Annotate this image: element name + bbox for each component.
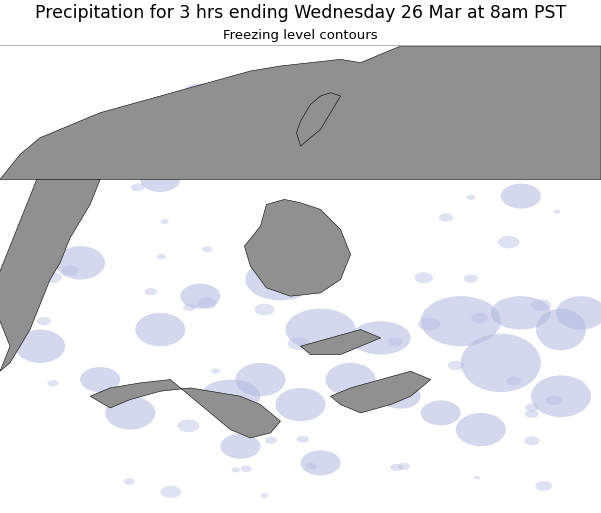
Ellipse shape xyxy=(300,450,341,476)
Ellipse shape xyxy=(144,288,157,295)
Ellipse shape xyxy=(197,298,217,309)
Ellipse shape xyxy=(350,321,410,354)
Ellipse shape xyxy=(452,121,470,132)
Ellipse shape xyxy=(61,266,79,275)
Ellipse shape xyxy=(421,296,501,346)
Ellipse shape xyxy=(55,246,105,280)
Ellipse shape xyxy=(288,338,309,350)
Ellipse shape xyxy=(135,313,185,346)
Ellipse shape xyxy=(390,464,403,471)
Ellipse shape xyxy=(263,227,278,236)
Ellipse shape xyxy=(75,167,88,175)
Ellipse shape xyxy=(551,96,573,108)
Ellipse shape xyxy=(15,329,65,363)
Ellipse shape xyxy=(221,434,260,459)
Ellipse shape xyxy=(561,100,601,125)
Ellipse shape xyxy=(160,219,169,224)
Ellipse shape xyxy=(498,236,519,248)
Ellipse shape xyxy=(424,148,444,160)
Ellipse shape xyxy=(424,141,433,147)
Ellipse shape xyxy=(236,363,285,396)
Ellipse shape xyxy=(484,101,492,106)
Ellipse shape xyxy=(47,380,58,386)
Ellipse shape xyxy=(140,167,180,192)
Ellipse shape xyxy=(467,195,475,200)
Ellipse shape xyxy=(398,463,410,470)
Ellipse shape xyxy=(105,396,155,429)
Ellipse shape xyxy=(461,333,541,392)
Ellipse shape xyxy=(507,377,521,385)
Ellipse shape xyxy=(491,296,551,329)
Ellipse shape xyxy=(326,363,376,396)
Ellipse shape xyxy=(160,486,182,498)
Ellipse shape xyxy=(258,416,274,425)
Ellipse shape xyxy=(202,246,212,252)
Ellipse shape xyxy=(401,133,441,159)
Ellipse shape xyxy=(131,183,144,191)
Ellipse shape xyxy=(37,317,51,325)
Ellipse shape xyxy=(464,274,478,283)
Ellipse shape xyxy=(102,115,109,119)
Ellipse shape xyxy=(380,384,421,409)
Text: Freezing level contours: Freezing level contours xyxy=(223,29,378,43)
Ellipse shape xyxy=(347,97,371,111)
Ellipse shape xyxy=(531,376,591,417)
Ellipse shape xyxy=(177,420,200,432)
Ellipse shape xyxy=(418,318,441,331)
Ellipse shape xyxy=(43,272,62,283)
Ellipse shape xyxy=(80,367,120,392)
Ellipse shape xyxy=(265,437,277,444)
Ellipse shape xyxy=(474,476,480,480)
Ellipse shape xyxy=(281,133,320,159)
Ellipse shape xyxy=(231,467,240,472)
Ellipse shape xyxy=(316,157,340,171)
Ellipse shape xyxy=(183,304,195,311)
Ellipse shape xyxy=(546,396,562,405)
Ellipse shape xyxy=(536,309,586,350)
Ellipse shape xyxy=(424,84,439,93)
Ellipse shape xyxy=(456,413,506,446)
Ellipse shape xyxy=(291,143,300,148)
Ellipse shape xyxy=(415,272,433,283)
Ellipse shape xyxy=(421,401,461,425)
Ellipse shape xyxy=(157,254,166,259)
Ellipse shape xyxy=(254,304,275,315)
Ellipse shape xyxy=(460,137,466,141)
Ellipse shape xyxy=(124,478,135,485)
Ellipse shape xyxy=(392,155,407,164)
Ellipse shape xyxy=(525,403,539,411)
Ellipse shape xyxy=(471,313,488,323)
Ellipse shape xyxy=(448,361,464,370)
Ellipse shape xyxy=(388,338,403,346)
Ellipse shape xyxy=(261,494,268,498)
Ellipse shape xyxy=(285,309,356,350)
Ellipse shape xyxy=(275,388,326,421)
Ellipse shape xyxy=(300,207,321,219)
Ellipse shape xyxy=(245,259,316,300)
Ellipse shape xyxy=(439,213,453,222)
Ellipse shape xyxy=(180,284,221,309)
Ellipse shape xyxy=(306,463,317,469)
Text: Precipitation for 3 hrs ending Wednesday 26 Mar at 8am PST: Precipitation for 3 hrs ending Wednesday… xyxy=(35,4,566,22)
Ellipse shape xyxy=(525,410,539,418)
Ellipse shape xyxy=(240,466,252,472)
Ellipse shape xyxy=(501,184,541,209)
Ellipse shape xyxy=(554,209,560,213)
Ellipse shape xyxy=(524,436,540,445)
Ellipse shape xyxy=(469,103,477,107)
Ellipse shape xyxy=(180,84,221,109)
Ellipse shape xyxy=(556,296,601,329)
Ellipse shape xyxy=(535,481,552,491)
Ellipse shape xyxy=(200,380,260,413)
Ellipse shape xyxy=(211,368,220,373)
Ellipse shape xyxy=(297,436,309,443)
Ellipse shape xyxy=(531,299,551,311)
